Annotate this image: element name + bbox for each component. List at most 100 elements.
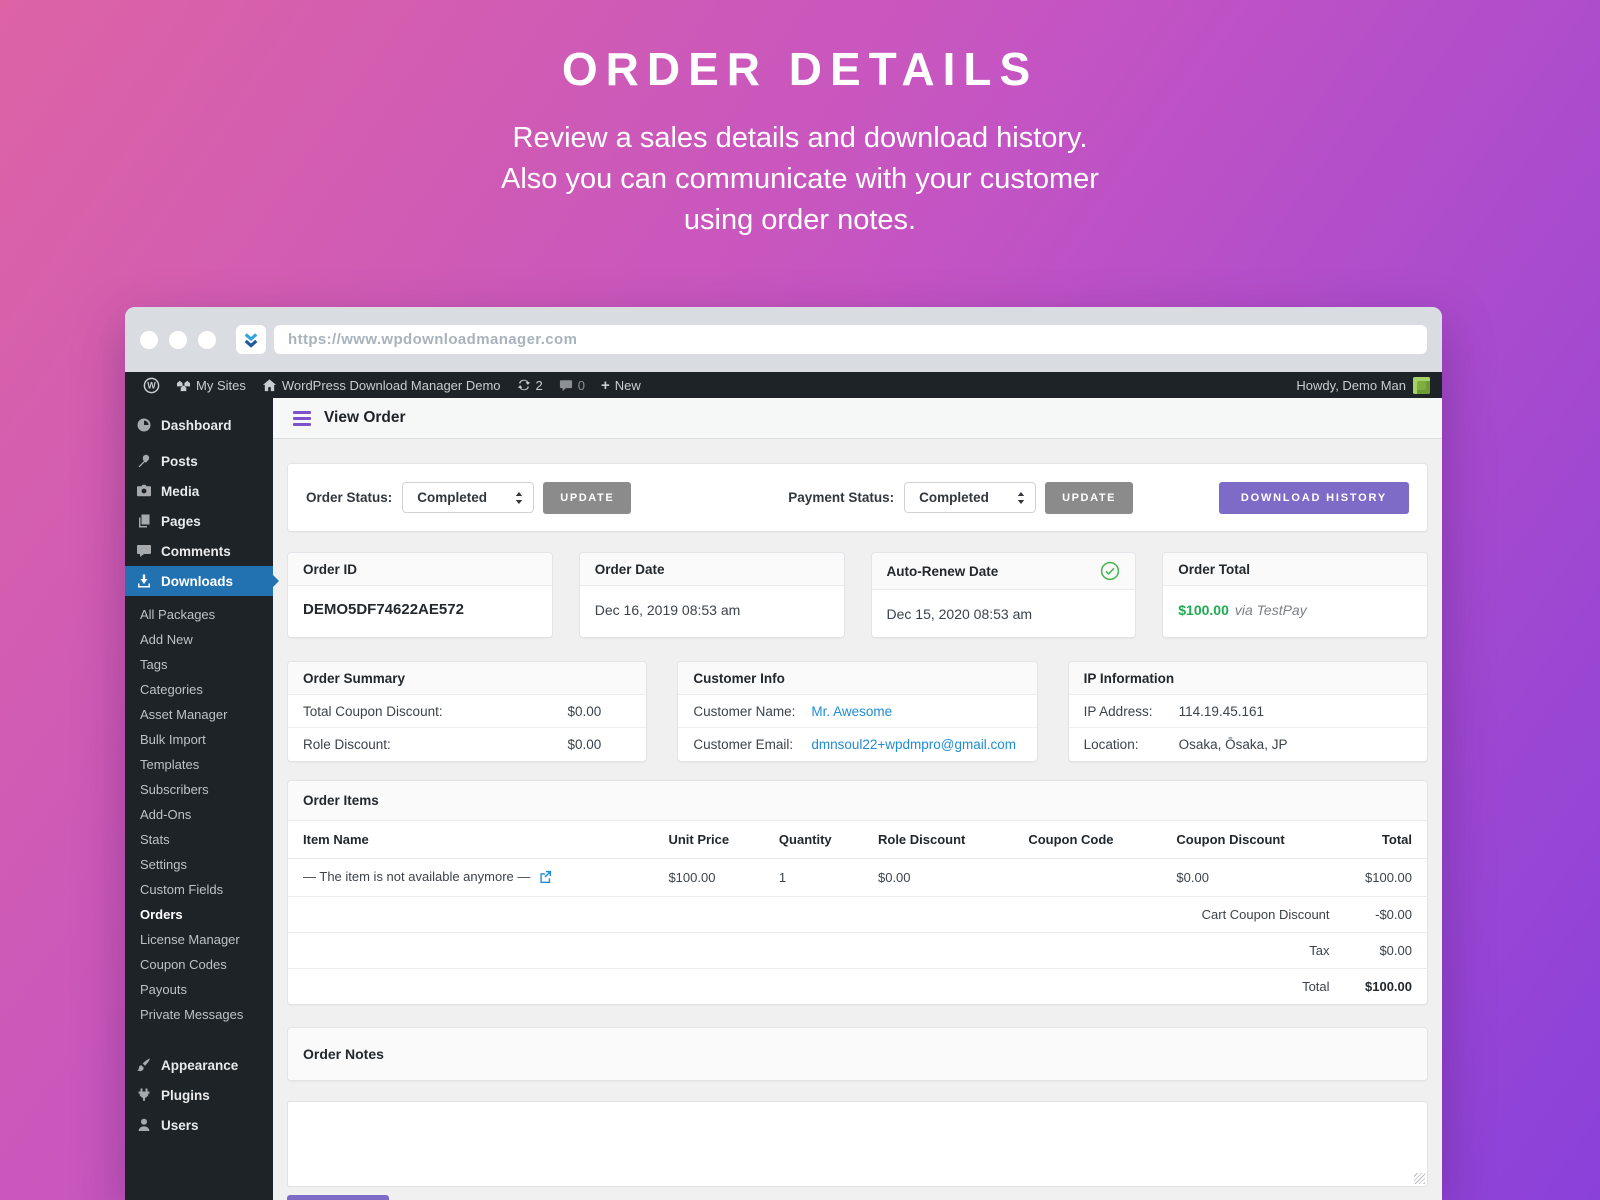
- tax-label: Tax: [288, 932, 1342, 969]
- location-label: Location:: [1083, 737, 1139, 752]
- item-name: — The item is not available anymore —: [303, 869, 531, 884]
- sidebar-item-comments[interactable]: Comments: [125, 536, 273, 566]
- order-status-select[interactable]: Completed: [402, 482, 535, 513]
- downloads-submenu: All Packages Add New Tags Categories Ass…: [125, 596, 273, 1037]
- customer-email-link[interactable]: dmnsoul22+wpdmpro@gmail.com: [811, 737, 1016, 752]
- submenu-item-settings[interactable]: Settings: [140, 857, 187, 872]
- sidebar-item-dashboard[interactable]: Dashboard: [125, 410, 273, 440]
- submenu-item-bulk-import[interactable]: Bulk Import: [140, 732, 206, 747]
- submenu-item-asset-manager[interactable]: Asset Manager: [140, 707, 228, 722]
- update-order-status-button[interactable]: UPDATE: [543, 481, 632, 514]
- window-control-minimize[interactable]: [169, 330, 187, 349]
- updates-icon: [517, 379, 530, 391]
- submenu-item-categories[interactable]: Categories: [140, 682, 203, 697]
- col-coupon-discount: Coupon Discount: [1176, 821, 1342, 859]
- submenu-item-coupon-codes[interactable]: Coupon Codes: [140, 957, 227, 972]
- customer-email-label: Customer Email:: [693, 737, 794, 752]
- new-content-menu[interactable]: + New: [593, 372, 649, 398]
- admin-content: View Order Order Status: Completed UPDAT…: [273, 398, 1442, 1200]
- comments-bubble-icon: [559, 379, 572, 391]
- select-file-button[interactable]: Select File: [287, 1195, 390, 1200]
- menu-toggle-icon[interactable]: [293, 410, 311, 426]
- updown-arrows-icon: [1017, 491, 1025, 504]
- sidebar-label: Downloads: [161, 573, 234, 589]
- address-bar[interactable]: https://www.wpdownloadmanager.com: [274, 325, 1427, 354]
- submenu-item-private-messages[interactable]: Private Messages: [140, 1007, 244, 1022]
- order-total-title: Order Total: [1163, 553, 1427, 586]
- sidebar-item-users[interactable]: Users: [125, 1110, 273, 1140]
- order-date-title: Order Date: [579, 553, 844, 586]
- submenu-item-subscribers[interactable]: Subscribers: [140, 782, 209, 797]
- auto-renew-title: Auto-Renew Date: [886, 563, 999, 579]
- col-coupon-code: Coupon Code: [1028, 821, 1177, 859]
- order-notes-card: Order Notes: [287, 1027, 1428, 1081]
- grand-total-label: Total: [1302, 979, 1330, 994]
- item-quantity: 1: [778, 858, 878, 897]
- tax-row: Tax $0.00: [288, 932, 1427, 969]
- hero-subtitle: Review a sales details and download hist…: [0, 118, 1600, 241]
- window-control-maximize[interactable]: [198, 330, 216, 349]
- wp-admin-bar: W My Sites WordPress Download Manager De…: [125, 372, 1442, 398]
- submenu-item-add-ons[interactable]: Add-Ons: [140, 807, 192, 822]
- col-quantity: Quantity: [778, 821, 878, 859]
- comments-menu[interactable]: 0: [551, 372, 593, 398]
- updates-menu[interactable]: 2: [509, 372, 551, 398]
- order-info-cards: Order ID DEMO5DF74622AE572 Order Date De…: [287, 552, 1428, 638]
- user-avatar: [1413, 376, 1430, 394]
- hero-subtitle-line3: using order notes.: [683, 204, 917, 236]
- ip-address-value: 114.19.45.161: [1178, 703, 1264, 719]
- pushpin-icon: [138, 454, 150, 468]
- col-item-name: Item Name: [288, 821, 669, 859]
- cart-coupon-discount-label: Cart Coupon Discount: [288, 896, 1342, 933]
- download-icon: [138, 574, 150, 588]
- submenu-item-add-new[interactable]: Add New: [140, 632, 193, 647]
- external-link-icon[interactable]: [539, 870, 552, 886]
- col-role-discount: Role Discount: [877, 821, 1029, 859]
- account-menu[interactable]: Howdy, Demo Man: [1296, 376, 1432, 394]
- order-total-card: Order Total $100.00 via TestPay: [1162, 552, 1428, 638]
- order-date-value: Dec 16, 2019 08:53 am: [594, 601, 741, 618]
- payment-status-select[interactable]: Completed: [904, 482, 1037, 513]
- textarea-resize-handle[interactable]: [1414, 1173, 1425, 1184]
- cart-coupon-discount-row: Cart Coupon Discount -$0.00: [288, 896, 1427, 933]
- order-note-textarea[interactable]: [287, 1101, 1428, 1187]
- customer-name-link[interactable]: Mr. Awesome: [811, 703, 893, 719]
- auto-renew-value: Dec 15, 2020 08:53 am: [886, 605, 1033, 622]
- check-circle-icon: [1101, 561, 1120, 581]
- sidebar-item-pages[interactable]: Pages: [125, 506, 273, 536]
- dashboard-icon: [137, 418, 151, 432]
- summary-row-value: $0.00: [567, 703, 602, 719]
- summary-row-label: Role Discount:: [303, 737, 391, 752]
- sidebar-item-downloads[interactable]: Downloads: [125, 566, 279, 596]
- submenu-item-all-packages[interactable]: All Packages: [140, 607, 216, 622]
- update-payment-status-button[interactable]: UPDATE: [1045, 481, 1134, 514]
- submenu-item-templates[interactable]: Templates: [140, 757, 200, 772]
- submenu-item-custom-fields[interactable]: Custom Fields: [140, 882, 224, 897]
- appearance-brush-icon: [137, 1058, 150, 1072]
- updates-count: 2: [535, 377, 543, 393]
- order-id-card: Order ID DEMO5DF74622AE572: [287, 552, 553, 638]
- window-control-close[interactable]: [140, 330, 158, 349]
- order-summary-card: Order Summary Total Coupon Discount: $0.…: [287, 661, 648, 762]
- browser-window: https://www.wpdownloadmanager.com W My S…: [125, 307, 1442, 1200]
- comments-count: 0: [577, 377, 586, 393]
- my-sites-menu[interactable]: My Sites: [168, 372, 254, 398]
- download-history-button[interactable]: DOWNLOAD HISTORY: [1218, 481, 1409, 514]
- submenu-item-stats[interactable]: Stats: [140, 832, 170, 847]
- admin-sidebar: Dashboard Posts Media Pages Comment: [125, 398, 279, 1200]
- summary-row-value: $0.00: [567, 737, 602, 752]
- sidebar-item-plugins[interactable]: Plugins: [125, 1080, 273, 1110]
- sidebar-item-media[interactable]: Media: [125, 476, 273, 506]
- site-name-menu[interactable]: WordPress Download Manager Demo: [254, 372, 509, 398]
- sidebar-item-appearance[interactable]: Appearance: [125, 1050, 273, 1080]
- sidebar-item-posts[interactable]: Posts: [125, 446, 273, 476]
- submenu-item-orders[interactable]: Orders: [140, 907, 183, 922]
- order-note-editor: [287, 1101, 1428, 1187]
- submenu-item-payouts[interactable]: Payouts: [140, 982, 187, 997]
- wp-logo-menu[interactable]: W: [135, 372, 168, 398]
- submenu-item-tags[interactable]: Tags: [140, 657, 168, 672]
- sidebar-label: Dashboard: [161, 417, 232, 433]
- submenu-item-license-manager[interactable]: License Manager: [140, 932, 240, 947]
- order-items-table: Item Name Unit Price Quantity Role Disco…: [288, 821, 1427, 1004]
- item-total: $100.00: [1341, 858, 1427, 897]
